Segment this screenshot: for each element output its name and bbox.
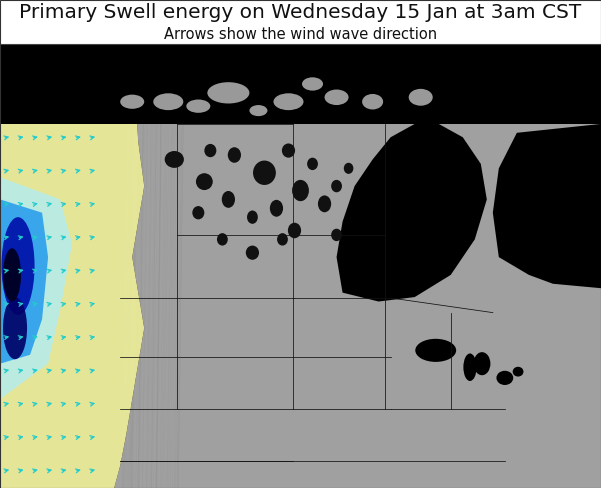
Ellipse shape [409,89,433,106]
Ellipse shape [415,339,456,362]
Ellipse shape [318,195,331,212]
Ellipse shape [496,371,513,385]
Polygon shape [0,44,144,488]
Ellipse shape [120,95,144,109]
Ellipse shape [288,223,301,238]
Ellipse shape [273,93,304,110]
Ellipse shape [192,206,204,220]
Ellipse shape [307,158,318,170]
Ellipse shape [277,233,288,245]
Ellipse shape [344,163,353,174]
Text: Arrows show the wind wave direction: Arrows show the wind wave direction [164,27,437,42]
Ellipse shape [196,173,213,190]
Bar [0,44,601,124]
Ellipse shape [282,143,295,158]
Ellipse shape [222,191,235,208]
Ellipse shape [165,151,184,168]
Ellipse shape [513,367,523,377]
Ellipse shape [463,353,477,381]
Ellipse shape [302,77,323,91]
Polygon shape [0,200,48,364]
Ellipse shape [270,200,283,217]
Ellipse shape [204,144,216,157]
Ellipse shape [325,89,349,105]
Ellipse shape [253,161,276,185]
Ellipse shape [153,93,183,110]
Ellipse shape [207,82,249,103]
Ellipse shape [246,245,259,260]
Polygon shape [493,124,601,288]
Ellipse shape [3,248,21,302]
Ellipse shape [292,180,309,201]
Ellipse shape [249,105,267,116]
Ellipse shape [228,147,241,163]
Ellipse shape [362,94,383,109]
Ellipse shape [247,210,258,224]
Polygon shape [0,177,72,399]
Ellipse shape [331,229,342,241]
Ellipse shape [474,352,490,375]
Polygon shape [337,124,487,302]
Ellipse shape [3,297,27,359]
Ellipse shape [186,100,210,113]
Polygon shape [0,44,144,488]
Ellipse shape [331,180,342,192]
Ellipse shape [1,217,34,315]
Text: Primary Swell energy on Wednesday 15 Jan at 3am CST: Primary Swell energy on Wednesday 15 Jan… [19,3,582,22]
Ellipse shape [217,233,228,245]
